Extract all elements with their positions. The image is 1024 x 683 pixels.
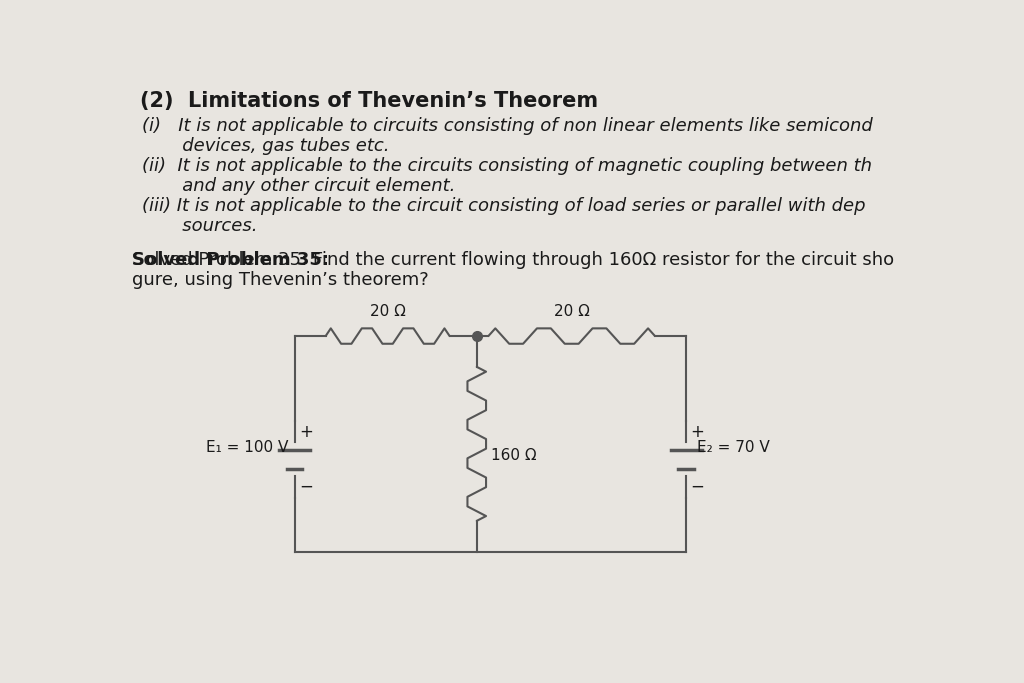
Text: 20 Ω: 20 Ω (554, 304, 590, 319)
Text: +: + (690, 423, 705, 441)
Text: and any other circuit element.: and any other circuit element. (142, 177, 456, 195)
Text: Solved Problem 35: Find the current flowing through 160Ω resistor for the circui: Solved Problem 35: Find the current flow… (132, 251, 894, 268)
Text: sources.: sources. (142, 217, 257, 235)
Text: 20 Ω: 20 Ω (370, 304, 406, 319)
Text: (iii) It is not applicable to the circuit consisting of load series or parallel : (iii) It is not applicable to the circui… (142, 197, 865, 214)
Text: gure, using Thevenin’s theorem?: gure, using Thevenin’s theorem? (132, 270, 429, 289)
Text: Solved Problem 35:: Solved Problem 35: (132, 251, 329, 268)
Text: (2)  Limitations of Thevenin’s Theorem: (2) Limitations of Thevenin’s Theorem (139, 92, 598, 111)
Text: E₂ = 70 V: E₂ = 70 V (697, 441, 770, 455)
Text: (ii)  It is not applicable to the circuits consisting of magnetic coupling betwe: (ii) It is not applicable to the circuit… (142, 156, 872, 175)
Text: 160 Ω: 160 Ω (490, 448, 537, 463)
Text: −: − (299, 478, 313, 496)
Text: +: + (299, 423, 313, 441)
Text: devices, gas tubes etc.: devices, gas tubes etc. (142, 137, 389, 154)
Text: E₁ = 100 V: E₁ = 100 V (206, 441, 289, 455)
Text: (i)   It is not applicable to circuits consisting of non linear elements like se: (i) It is not applicable to circuits con… (142, 117, 872, 135)
Text: −: − (690, 478, 705, 496)
